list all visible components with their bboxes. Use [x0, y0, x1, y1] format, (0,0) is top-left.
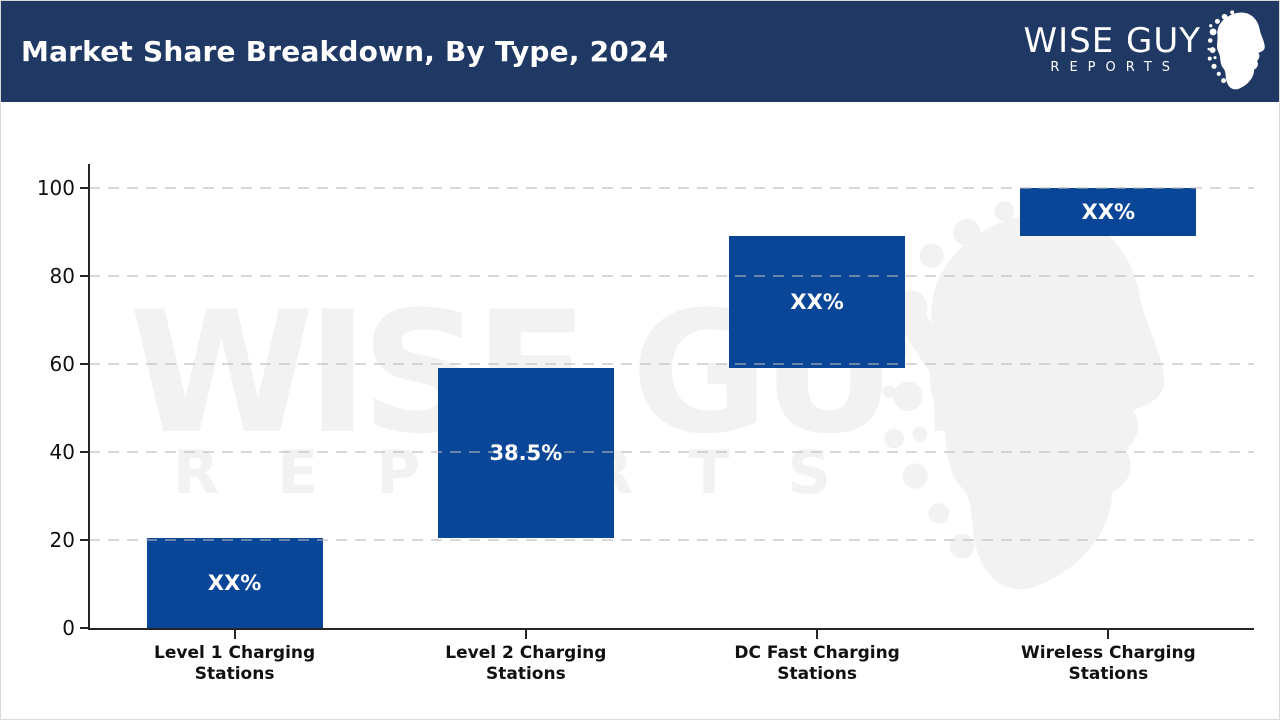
gridline — [89, 363, 1254, 365]
bar-1 — [146, 537, 323, 628]
category-label-line: Level 1 Charging — [154, 643, 316, 663]
gridline — [89, 451, 1254, 453]
x-axis-spine — [88, 628, 1254, 630]
y-tick-label: 60 — [49, 352, 75, 376]
logo-subtitle: REPORTS — [1050, 60, 1181, 75]
y-tick-label: 100 — [36, 176, 75, 200]
bar-value-label: XX% — [207, 570, 262, 595]
gridline — [89, 275, 1254, 277]
logo-wordmark: WISE GUY — [1023, 21, 1201, 61]
x-tick — [1107, 630, 1110, 639]
gridline — [89, 539, 1254, 541]
category-label: Wireless Charging Stations — [988, 643, 1228, 685]
category-label-line: Stations — [777, 664, 857, 684]
category-label: Level 1 Charging Stations — [115, 643, 355, 685]
y-tick — [80, 275, 89, 277]
y-tick — [80, 451, 89, 453]
bar-value-label: XX% — [1081, 200, 1136, 225]
bar-4 — [1020, 188, 1197, 237]
y-axis-spine — [88, 164, 90, 630]
y-tick — [80, 627, 89, 629]
category-label-line: Stations — [486, 664, 566, 684]
logo-text: WISE GUY REPORTS — [1023, 23, 1201, 75]
bar-value-label: XX% — [790, 290, 844, 315]
bar-3 — [729, 236, 906, 369]
category-label-line: Stations — [1068, 664, 1149, 684]
header: Market Share Breakdown, By Type, 2024 WI… — [1, 1, 1279, 102]
category-label: Level 2 Charging Stations — [406, 643, 646, 685]
x-tick — [816, 630, 819, 639]
bar-value-label: 38.5% — [489, 441, 563, 466]
gridline — [89, 187, 1254, 189]
y-tick — [80, 363, 89, 365]
category-label-line: Level 2 Charging — [445, 643, 607, 663]
head-icon — [1207, 10, 1265, 90]
y-tick-label: 0 — [62, 616, 75, 640]
category-label-line: Wireless Charging — [1021, 643, 1196, 663]
category-label-line: Stations — [194, 664, 275, 684]
bar-2 — [437, 368, 614, 538]
y-tick-label: 40 — [49, 440, 75, 464]
x-tick — [524, 630, 527, 639]
x-tick — [233, 630, 236, 639]
brand-logo: WISE GUY REPORTS — [1023, 7, 1269, 97]
chart-area: XX% Level 1 Charging Stations 38.5% Level 2 … — [1, 102, 1279, 719]
y-tick — [80, 539, 89, 541]
category-label-line: DC Fast Charging — [734, 643, 900, 663]
category-label: DC Fast Charging Stations — [697, 643, 937, 685]
y-tick-label: 20 — [49, 528, 75, 552]
page-title: Market Share Breakdown, By Type, 2024 — [21, 35, 669, 68]
y-tick-label: 80 — [49, 264, 75, 288]
y-tick — [80, 187, 89, 189]
